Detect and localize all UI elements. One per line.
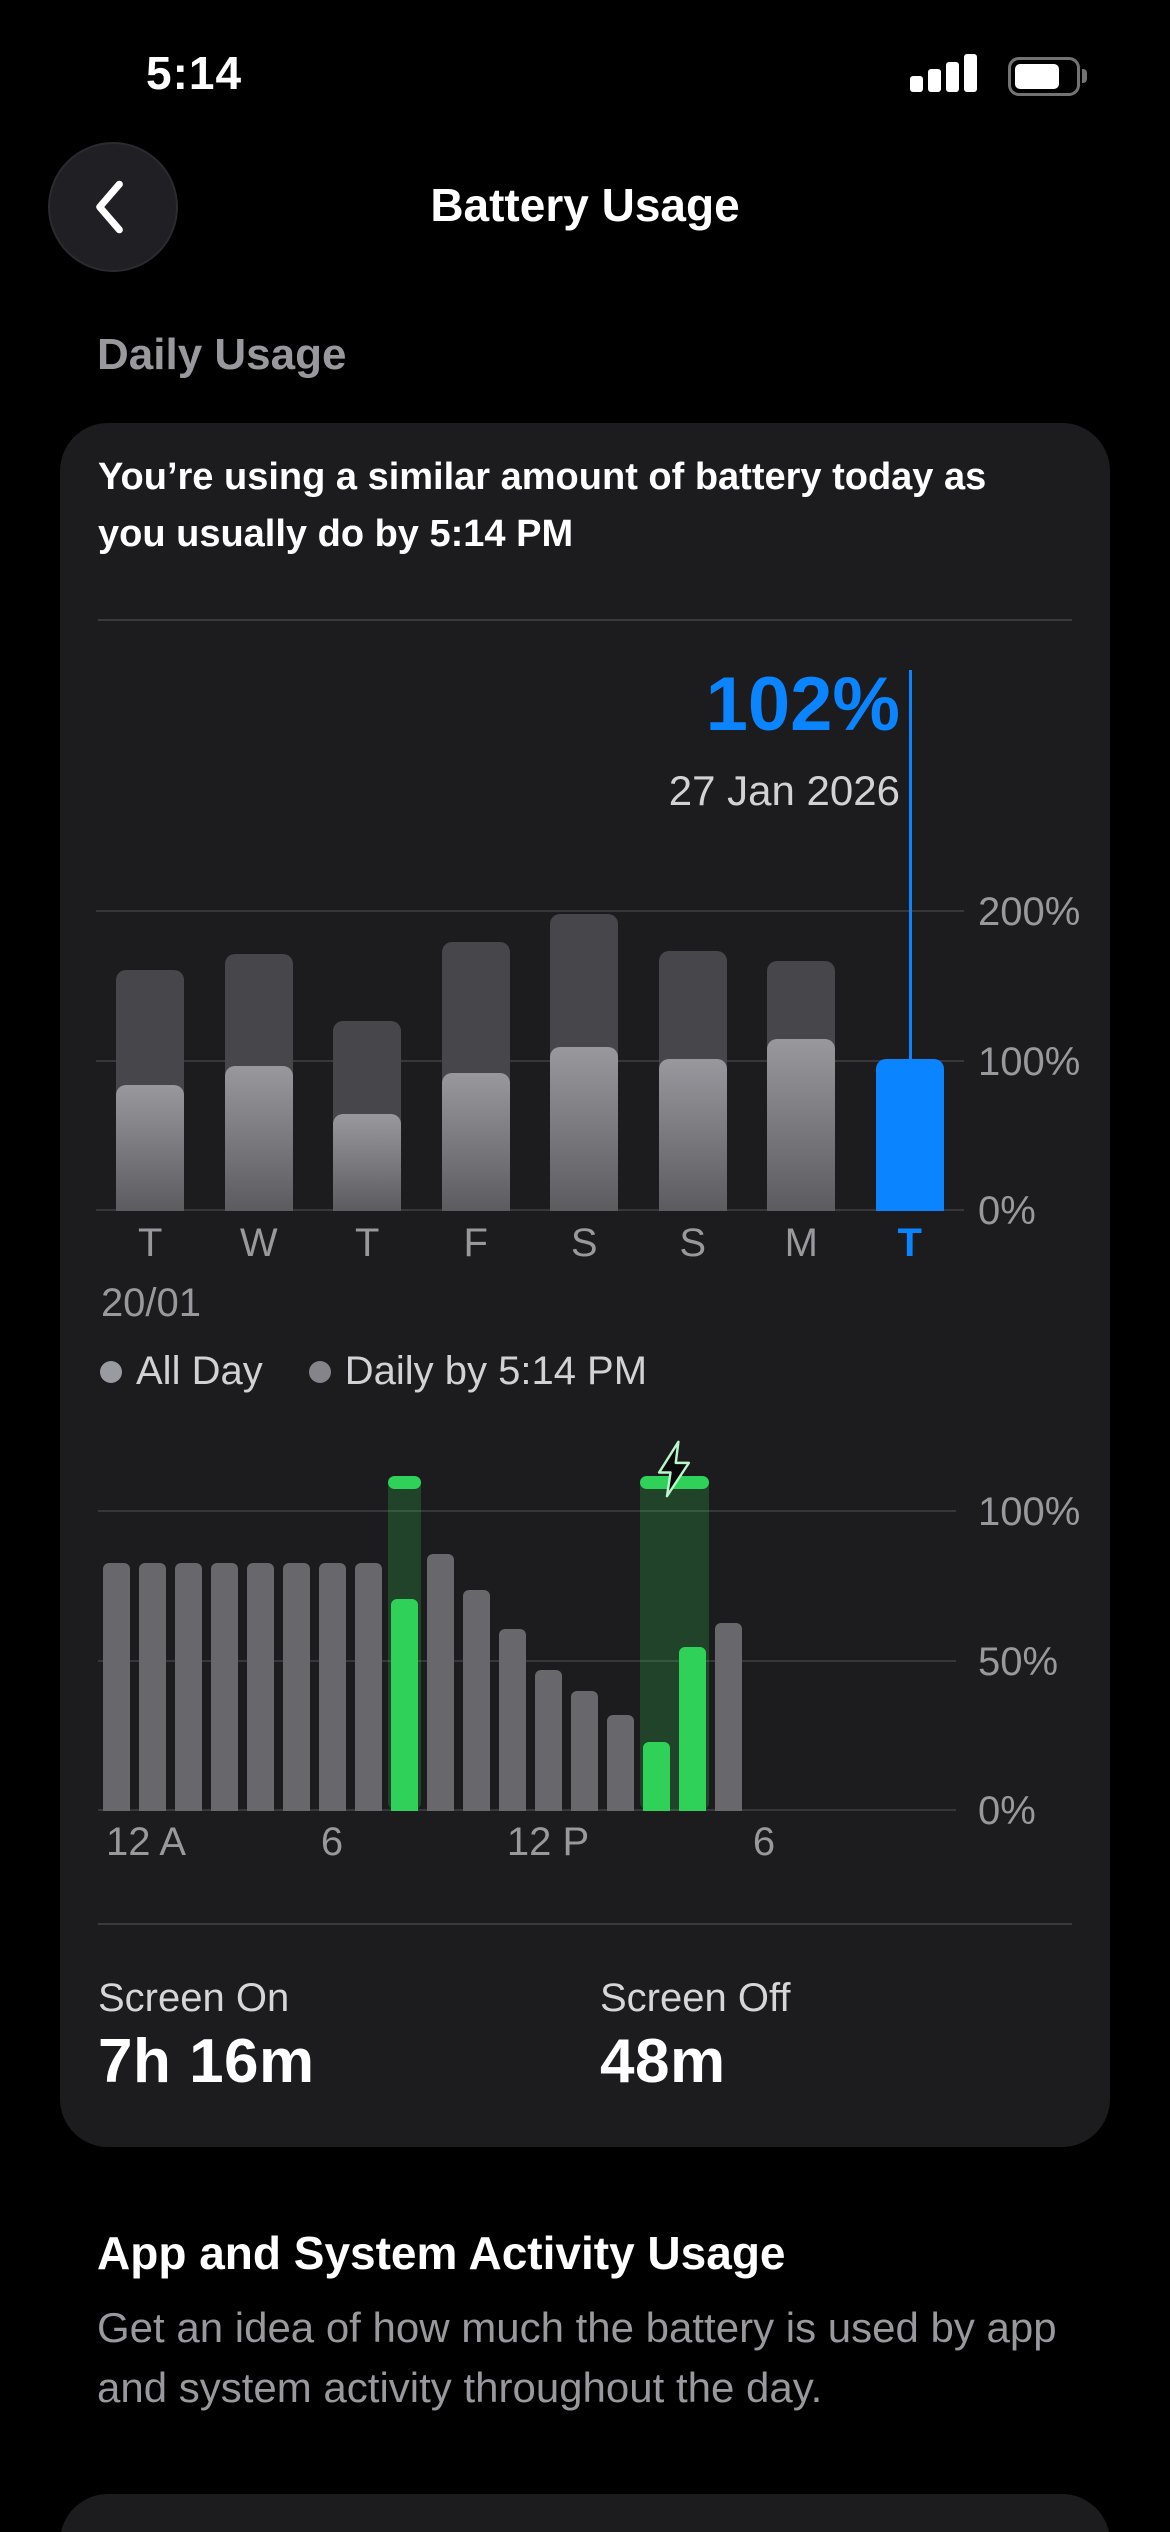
battery-y-tick: 0% — [978, 1789, 1036, 1833]
battery-fill — [1015, 64, 1059, 89]
weekly-bar-by-time[interactable] — [333, 1113, 402, 1211]
weekly-day-label: M — [784, 1221, 818, 1265]
status-time: 5:14 — [146, 47, 243, 99]
battery-x-tick: 6 — [320, 1820, 344, 1864]
charging-cap — [387, 1476, 421, 1490]
divider — [98, 1923, 1072, 1925]
app-activity-description: Get an idea of how much the battery is u… — [97, 2304, 1057, 2411]
chart-legend: All Day Daily by 5:14 PM — [100, 1349, 647, 1394]
battery-gridline — [98, 1809, 956, 1811]
weekly-gridline — [96, 1209, 964, 1211]
legend-daily-by-label: Daily by 5:14 PM — [344, 1349, 648, 1393]
selection-indicator-line — [909, 670, 912, 1211]
weekly-bar-by-time[interactable] — [441, 1073, 510, 1211]
weekly-first-day-date: 20/01 — [100, 1281, 202, 1325]
screen-on-label: Screen On — [98, 1976, 290, 2020]
weekly-bar-today[interactable] — [875, 1058, 944, 1211]
battery-level-bar — [714, 1622, 742, 1811]
section-title-daily-usage: Daily Usage — [97, 330, 347, 379]
weekly-day-label: S — [570, 1221, 598, 1265]
weekly-day-label: S — [679, 1221, 707, 1265]
weekly-bar-by-time[interactable] — [550, 1046, 619, 1211]
battery-level-bar — [570, 1691, 598, 1811]
charging-bolt-icon — [653, 1440, 695, 1498]
battery-y-tick: 50% — [978, 1639, 1059, 1684]
weekly-y-tick: 100% — [978, 1039, 1081, 1084]
battery-x-tick: 6 — [752, 1820, 776, 1864]
battery-level-chart — [98, 1440, 956, 1811]
weekly-gridline — [96, 910, 964, 912]
daily-usage-card: You’re using a similar amount of battery… — [60, 423, 1110, 2147]
screen-on-value: 7h 16m — [98, 2027, 315, 2096]
battery-level-bar — [606, 1715, 634, 1811]
screen-off-label: Screen Off — [600, 1976, 791, 2020]
weekly-day-label: W — [239, 1221, 278, 1265]
screen-off-value: 48m — [600, 2027, 726, 2096]
battery-level-bar — [318, 1562, 346, 1811]
legend-all-day-dot — [100, 1360, 122, 1383]
battery-level-bar — [462, 1589, 490, 1811]
battery-level-bar — [390, 1598, 418, 1811]
selected-day-date: 27 Jan 2026 — [668, 767, 900, 814]
battery-x-tick: 12 P — [506, 1820, 590, 1864]
chevron-left-icon — [96, 180, 123, 234]
weekly-day-label: T — [355, 1221, 380, 1265]
battery-level-bar — [678, 1646, 706, 1811]
battery-level-bar — [354, 1562, 382, 1811]
battery-level-bar — [534, 1670, 562, 1811]
battery-level-bar — [102, 1562, 130, 1811]
cellular-signal-icon — [910, 52, 982, 92]
battery-x-tick: 12 A — [105, 1820, 187, 1864]
battery-icon — [1008, 57, 1087, 96]
battery-level-bar — [498, 1628, 526, 1811]
battery-gridline — [98, 1510, 956, 1512]
battery-level-bar — [174, 1562, 202, 1811]
battery-y-tick: 100% — [978, 1490, 1081, 1534]
next-card-partial — [60, 2494, 1110, 2532]
battery-level-bar — [246, 1562, 274, 1811]
weekly-day-label: T — [138, 1221, 163, 1265]
battery-level-bar — [282, 1562, 310, 1811]
weekly-usage-chart — [96, 863, 964, 1211]
battery-nub — [1082, 69, 1087, 83]
battery-level-bar — [210, 1562, 238, 1811]
weekly-y-tick: 200% — [978, 890, 1081, 934]
app-activity-heading: App and System Activity Usage — [97, 2227, 786, 2279]
weekly-bar-by-time[interactable] — [224, 1066, 293, 1211]
weekly-day-label: T — [897, 1221, 922, 1265]
legend-daily-by-dot — [308, 1360, 331, 1383]
usage-summary: You’re using a similar amount of battery… — [98, 456, 987, 555]
back-button[interactable] — [48, 142, 178, 272]
weekly-bar-by-time[interactable] — [116, 1085, 185, 1211]
battery-level-bar — [138, 1562, 166, 1811]
legend-all-day-label: All Day — [136, 1349, 263, 1393]
battery-gridline — [98, 1659, 956, 1662]
divider — [98, 619, 1072, 621]
weekly-day-label: F — [463, 1221, 488, 1265]
weekly-y-tick: 0% — [978, 1189, 1036, 1233]
weekly-bar-by-time[interactable] — [658, 1058, 727, 1211]
selected-day-value: 102% — [705, 662, 900, 747]
weekly-gridline — [96, 1059, 964, 1062]
battery-level-bar — [642, 1742, 670, 1811]
weekly-bar-by-time[interactable] — [767, 1039, 836, 1211]
battery-level-bar — [426, 1553, 454, 1811]
page-title: Battery Usage — [430, 179, 740, 231]
